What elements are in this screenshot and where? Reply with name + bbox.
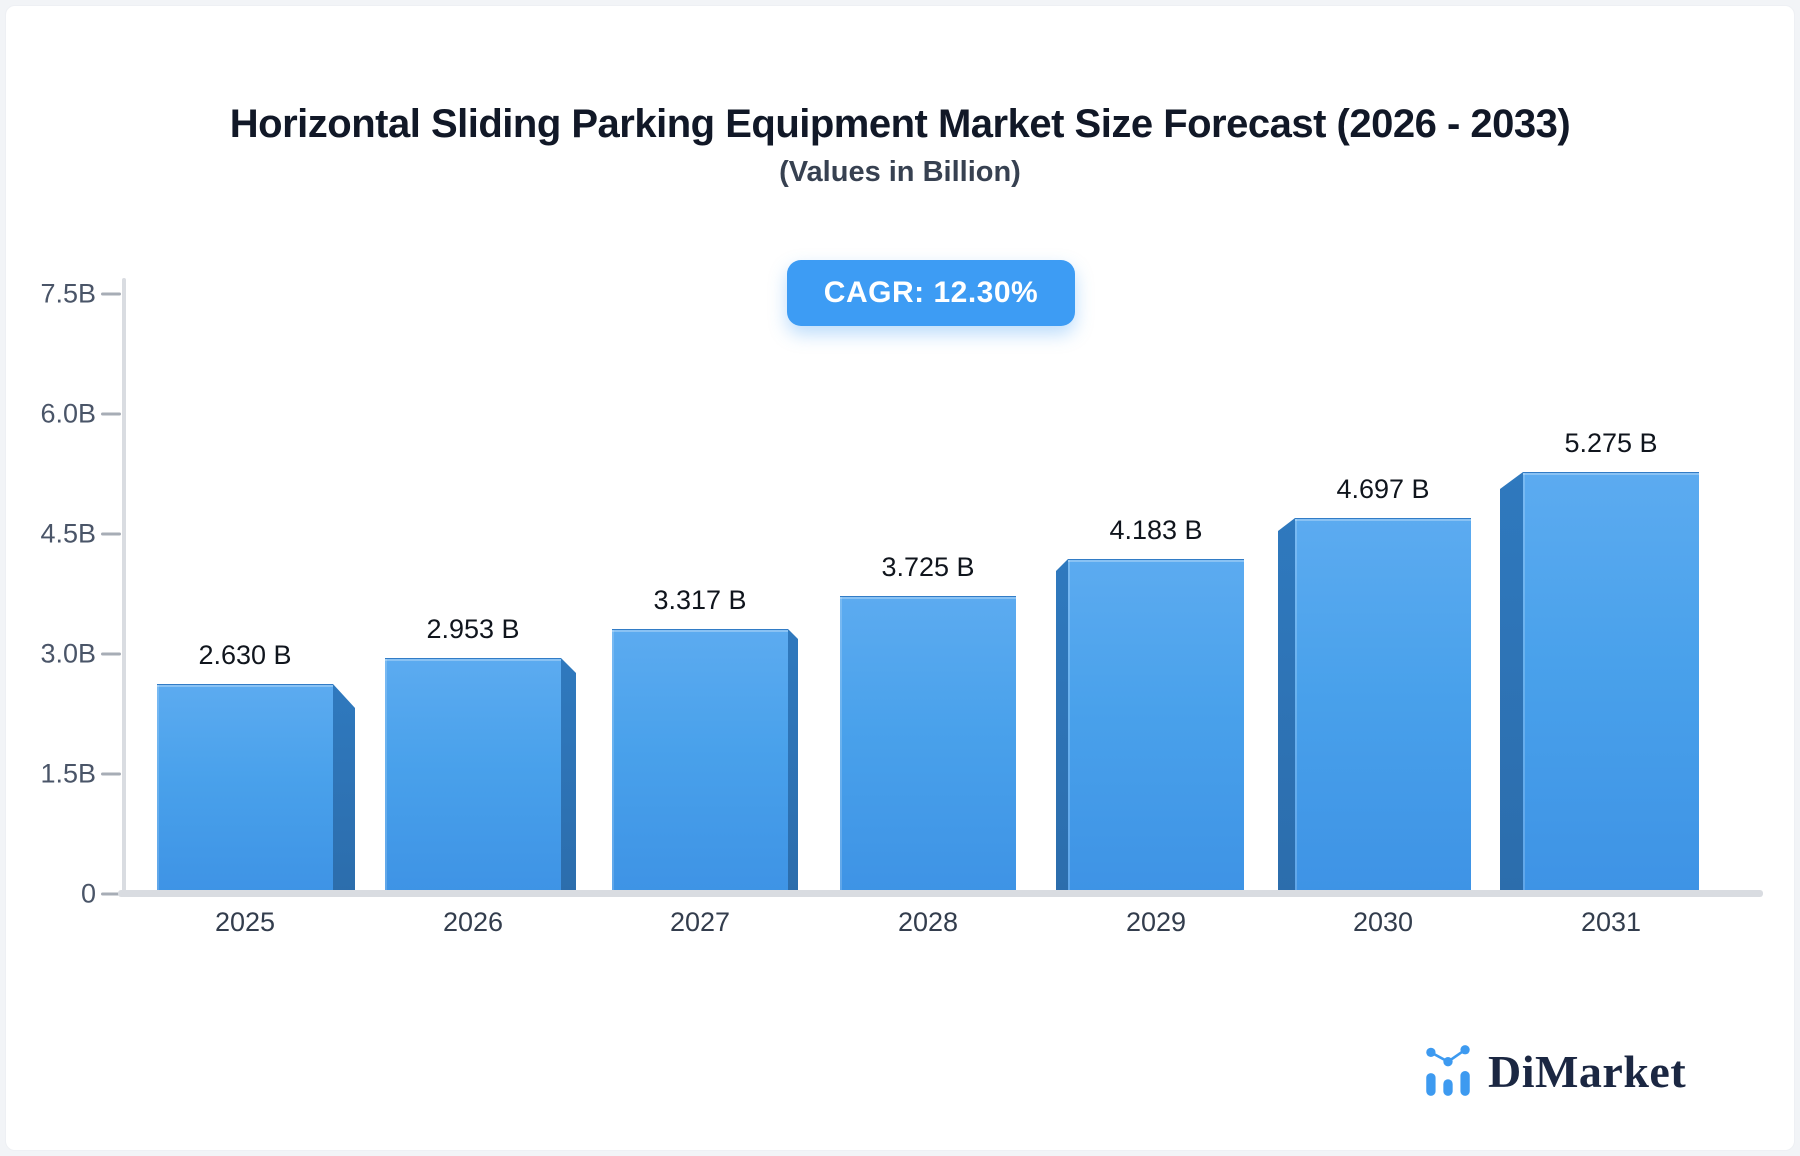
bar-2025 bbox=[157, 684, 333, 894]
x-tick-label: 2029 bbox=[1125, 907, 1187, 937]
y-tick-mark bbox=[101, 772, 121, 776]
bar-side-face bbox=[1056, 559, 1068, 894]
x-tick-label: 2025 bbox=[214, 907, 276, 937]
y-tick-mark bbox=[101, 652, 121, 656]
bar-side-face bbox=[1278, 518, 1295, 894]
bar-value-label: 2.953 B bbox=[426, 614, 520, 644]
x-tick-label: 2027 bbox=[669, 907, 731, 937]
bar-side-face bbox=[333, 684, 355, 894]
bar-2029 bbox=[1068, 559, 1244, 894]
bar-value-label: 4.697 B bbox=[1336, 474, 1430, 504]
chart-card: Horizontal Sliding Parking Equipment Mar… bbox=[5, 5, 1795, 1151]
brand-logo-text: DiMarket bbox=[1488, 1045, 1687, 1097]
x-tick-label: 2028 bbox=[897, 907, 959, 937]
y-tick-label: 0 bbox=[80, 878, 96, 909]
bar-value-label: 5.275 B bbox=[1564, 428, 1658, 458]
bar-value-label: 3.317 B bbox=[653, 585, 747, 615]
bar-side-face bbox=[788, 629, 798, 894]
bar-side-face bbox=[561, 658, 576, 894]
y-tick-mark bbox=[101, 532, 121, 536]
bar-2026 bbox=[385, 658, 561, 894]
x-axis-baseline bbox=[118, 890, 1763, 897]
chart-subtitle: (Values in Billion) bbox=[779, 156, 1021, 188]
y-tick-mark bbox=[101, 412, 121, 416]
x-tick-label: 2031 bbox=[1580, 907, 1642, 937]
brand-logo: DiMarket bbox=[1421, 1042, 1686, 1100]
x-tick-label: 2030 bbox=[1352, 907, 1414, 937]
y-tick-label: 1.5B bbox=[40, 758, 96, 789]
y-axis-line bbox=[122, 278, 126, 894]
bar-value-label: 4.183 B bbox=[1109, 515, 1203, 545]
cagr-badge: CAGR: 12.30% bbox=[787, 260, 1075, 326]
y-tick-mark bbox=[101, 892, 121, 896]
bar-2028 bbox=[840, 596, 1016, 894]
bar-2027 bbox=[612, 629, 788, 894]
bar-side-face bbox=[1500, 472, 1523, 894]
page-title: Horizontal Sliding Parking Equipment Mar… bbox=[229, 102, 1571, 146]
bar-value-label: 3.725 B bbox=[881, 552, 975, 582]
bar-value-label: 2.630 B bbox=[198, 640, 292, 670]
bar-2031 bbox=[1523, 472, 1699, 894]
y-tick-label: 6.0B bbox=[40, 398, 96, 429]
bar-2030 bbox=[1295, 518, 1471, 894]
y-tick-mark bbox=[101, 292, 121, 296]
bar-line-chart-icon bbox=[1426, 1045, 1470, 1096]
x-tick-label: 2026 bbox=[442, 907, 504, 937]
y-tick-label: 4.5B bbox=[40, 518, 96, 549]
y-tick-label: 7.5B bbox=[40, 278, 96, 309]
y-tick-label: 3.0B bbox=[40, 638, 96, 669]
